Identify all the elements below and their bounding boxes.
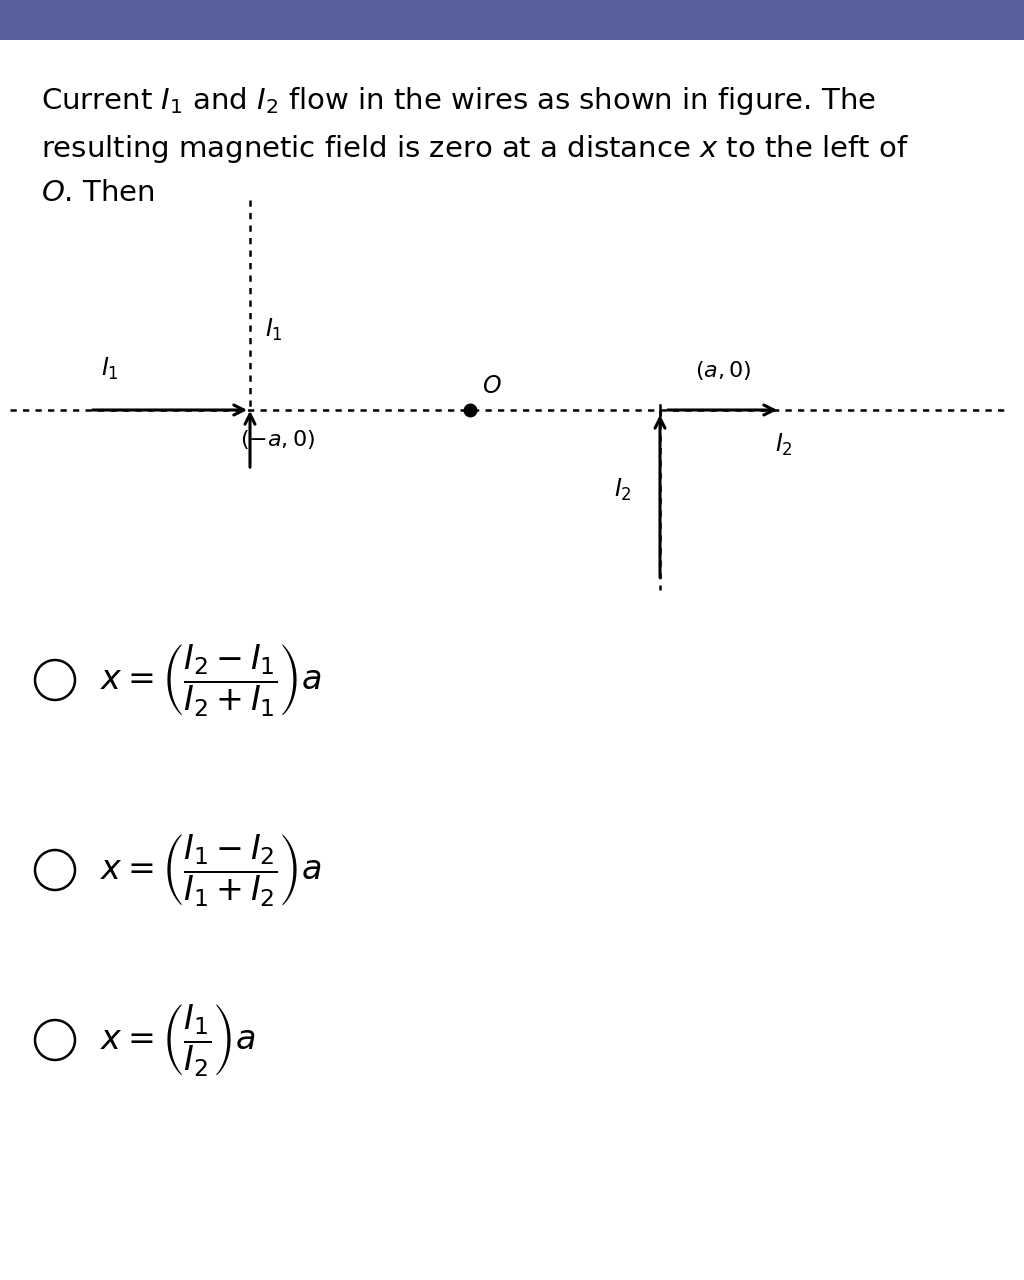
- Text: $x = \left(\dfrac{I_2 - I_1}{I_2 + I_1}\right)a$: $x = \left(\dfrac{I_2 - I_1}{I_2 + I_1}\…: [100, 643, 323, 718]
- Text: $I_1$: $I_1$: [101, 356, 119, 381]
- Text: $I_2$: $I_2$: [614, 477, 632, 503]
- Text: $(a, 0)$: $(a, 0)$: [695, 358, 752, 381]
- Text: Current $I_1$ and $I_2$ flow in the wires as shown in figure. The
resulting magn: Current $I_1$ and $I_2$ flow in the wire…: [41, 84, 909, 207]
- Text: $O$: $O$: [482, 374, 502, 398]
- Text: $I_1$: $I_1$: [265, 317, 283, 343]
- Text: $(-a, 0)$: $(-a, 0)$: [240, 428, 315, 451]
- Bar: [0, 0, 1024, 40]
- Text: $x = \left(\dfrac{I_1 - I_2}{I_1 + I_2}\right)a$: $x = \left(\dfrac{I_1 - I_2}{I_1 + I_2}\…: [100, 832, 323, 908]
- Text: $I_2$: $I_2$: [775, 431, 793, 458]
- Text: $x = \left(\dfrac{I_1}{I_2}\right)a$: $x = \left(\dfrac{I_1}{I_2}\right)a$: [100, 1002, 256, 1078]
